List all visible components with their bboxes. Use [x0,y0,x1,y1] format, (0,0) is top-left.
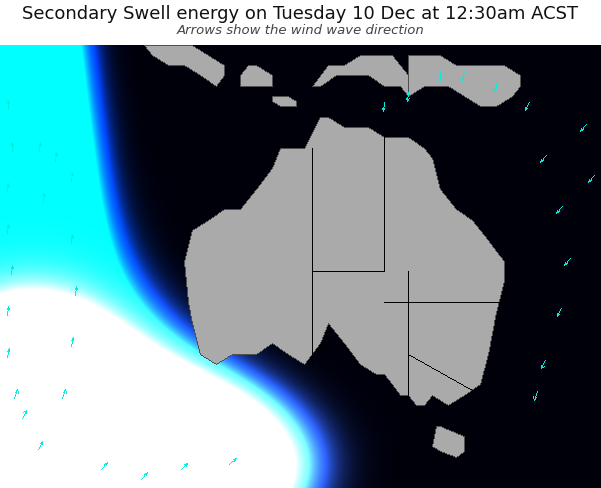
Text: Secondary Swell energy on Tuesday 10 Dec at 12:30am ACST: Secondary Swell energy on Tuesday 10 Dec… [22,5,579,23]
Text: Arrows show the wind wave direction: Arrows show the wind wave direction [177,23,424,37]
